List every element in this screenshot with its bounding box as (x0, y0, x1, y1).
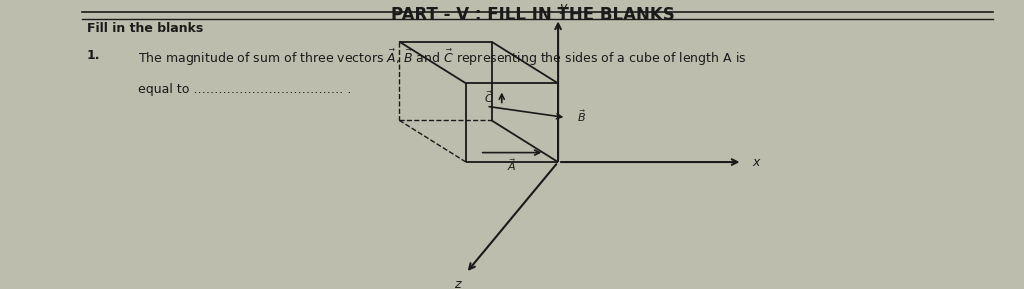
Text: $\vec{C}$: $\vec{C}$ (483, 90, 494, 105)
Text: y: y (559, 1, 567, 14)
Text: equal to ……………………………… .: equal to ……………………………… . (138, 83, 351, 96)
Text: Fill in the blanks: Fill in the blanks (87, 22, 204, 35)
Text: PART - V : FILL IN THE BLANKS: PART - V : FILL IN THE BLANKS (390, 6, 675, 24)
Text: $\vec{B}$: $\vec{B}$ (577, 109, 586, 124)
Text: z: z (455, 278, 461, 289)
Text: x: x (753, 155, 760, 168)
Text: The magnitude of sum of three vectors $\vec{A}$, $\vec{B}$ and $\vec{C}$ represe: The magnitude of sum of three vectors $\… (138, 47, 746, 68)
Text: $\vec{A}$: $\vec{A}$ (507, 157, 517, 173)
Text: 1.: 1. (87, 49, 100, 62)
